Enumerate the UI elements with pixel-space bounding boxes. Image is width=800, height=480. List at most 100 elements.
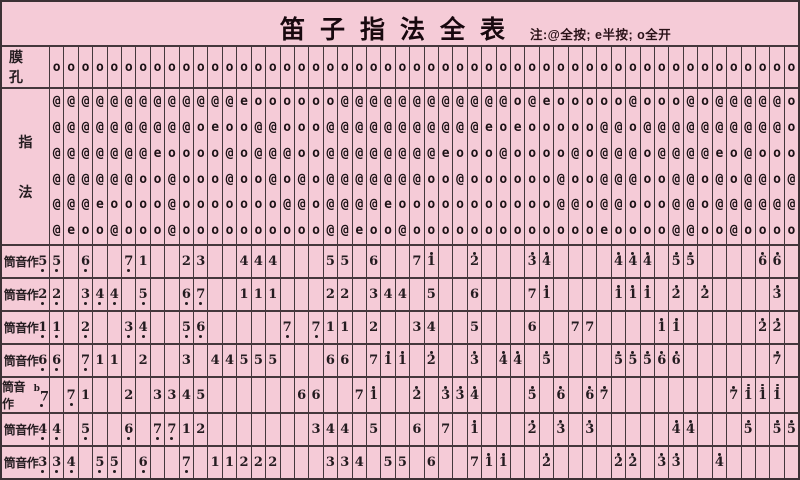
octave-dot [55,368,59,371]
hole-closed-symbol: @ [81,94,90,110]
note-cell [281,345,295,376]
jianpu-note: 3 [311,417,320,442]
jianpu-note: 5 [268,348,277,373]
fingering-cell: @ @ @ @ e o [93,89,108,244]
hole-closed-symbol: @ [96,145,104,161]
hole-closed-symbol: @ [124,171,133,187]
note-digit: 1 [758,387,768,403]
hole-open-symbol: o [571,171,580,187]
octave-dots-below [314,334,318,340]
note-cell: 4 [511,345,526,376]
fingering-cell: @ @ o @ @ o [756,89,771,244]
note-cell [453,414,468,445]
note-cell [612,414,627,445]
jianpu-note: 3 [326,450,335,475]
fingering-cell: o @ @ o o o [252,89,267,244]
note-cell: 3 [309,414,324,445]
note-cell [597,447,612,478]
note-cell [770,447,785,478]
jianpu-note: 6 [758,249,767,274]
fingering-cell: @ @ o o @ o [770,89,785,244]
octave-dots-below [41,301,45,307]
hole-closed-symbol: @ [470,119,479,135]
note-cell: 1 [742,378,756,412]
jianpu-note: 4 [643,249,652,274]
tone-row-b7: 筒音作 b7 7 1 2 3 3 4 5 6 6 7 1 2 3 3 4 5 6 6 7 7 1 1 1 [2,378,798,414]
hole-closed-symbol: @ [182,94,191,110]
octave-dot [761,386,765,389]
jianpu-note: 6 [196,315,205,340]
note-cell [237,312,252,343]
octave-dot [775,383,779,386]
note-digit: 4 [95,287,105,302]
note-cell: 4 [208,345,223,376]
note-cell: 6 [655,345,670,376]
octave-dot [41,269,45,272]
octave-dots-above [429,348,433,354]
hole-closed-symbol: @ [600,171,609,187]
note-cell: 5 [367,414,382,445]
note-cell [108,378,123,412]
octave-dot [717,453,721,456]
hole-open-symbol: o [701,94,709,110]
note-cell [381,414,396,445]
note-digit: 7 [527,287,537,302]
tone-row-1: 筒音作 1 1 2 3 4 5 6 7 7 1 1 2 3 4 5 6 7 7 1 1 2 2 [2,312,798,345]
octave-dots-above [674,348,678,354]
note-cell [698,414,713,445]
note-digit: 3 [412,320,422,335]
note-digit: 7 [167,422,177,437]
octave-dot [55,470,59,473]
hole-open-symbol: o [283,171,292,187]
hole-open-symbol: o [701,223,709,239]
hole-closed-symbol: @ [412,119,421,135]
note-cell [309,246,324,277]
hole-closed-symbol: @ [729,119,738,135]
membrane-cell: o [309,47,324,87]
jianpu-note: 1 [657,315,666,340]
octave-dots-above [472,417,476,423]
octave-dot [141,335,145,338]
octave-dots-above [501,450,505,456]
membrane-cell: o [410,47,425,87]
membrane-cell: o [669,47,684,87]
hole-open-symbol: o [657,94,666,110]
note-cell: 6 [338,345,353,376]
note-cell: 2 [425,345,439,376]
note-digit: 3 [455,387,465,403]
octave-dot [746,386,750,389]
octave-dots-below [69,402,73,408]
note-digit: 2 [671,287,681,302]
jianpu-note: 4 [239,249,248,274]
note-digit: 7 [282,320,292,335]
hole-closed-symbol: @ [758,197,767,213]
note-cell: 4 [626,246,641,277]
note-cell: 3 [453,378,468,412]
note-cell [353,312,367,343]
jianpu-note: 5 [772,417,782,442]
note-cell: 6 [525,312,540,343]
hole-closed-symbol: @ [225,171,234,187]
jianpu-note: 5 [643,348,652,373]
tone-row-5: 筒音作 5 5 6 7 1 2 3 4 4 4 5 5 6 7 1 2 3 4 4 4 4 5 5 6 6 [2,246,798,279]
tone-row-3: 筒音作 3 3 4 5 5 6 7 1 1 2 2 2 3 3 4 5 5 6 7 1 1 2 2 2 3 3 4 [2,447,798,478]
octave-dots-below [41,469,45,475]
hole-open-symbol: o [585,223,594,239]
hole-closed-symbol: @ [81,197,90,213]
note-cell [208,414,223,445]
note-digit: 3 [671,455,681,470]
note-cell: 6 [79,246,94,277]
hole-half-symbol: e [153,145,162,161]
membrane-cell: o [151,47,166,87]
octave-dot [501,351,505,354]
note-cell [281,378,295,412]
hole-closed-symbol: @ [629,171,637,187]
note-cell [713,279,728,310]
note-cell: 1 [497,447,511,478]
note-digit: 5 [340,254,350,269]
note-digit: 2 [38,287,48,302]
hole-closed-symbol: @ [614,197,623,213]
octave-dots-below [199,301,203,307]
note-cell [698,378,713,412]
